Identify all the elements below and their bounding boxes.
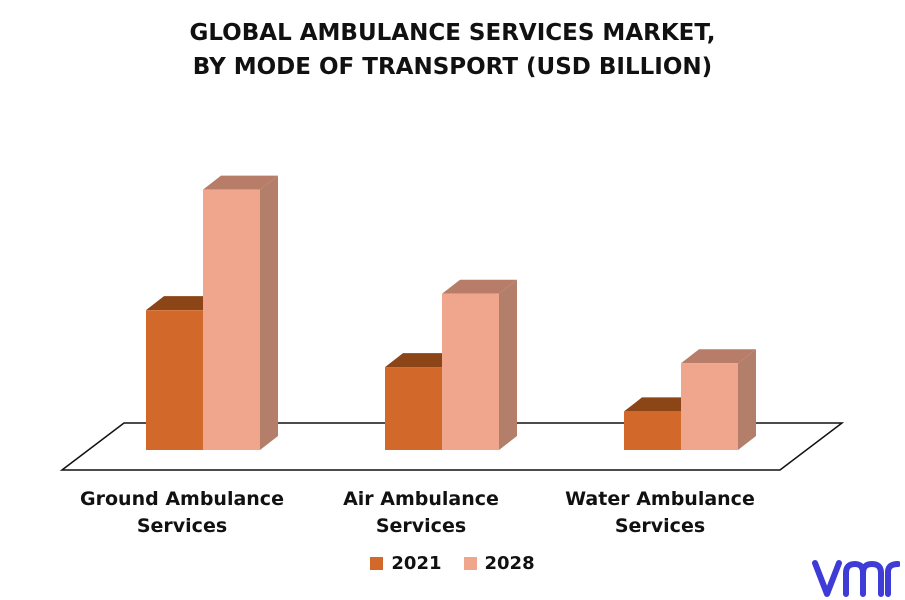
category-label-ground-line-2: Services bbox=[136, 515, 228, 537]
bar-0-2021-top bbox=[146, 296, 221, 311]
legend-swatch-2028 bbox=[463, 557, 477, 570]
chart-title: GLOBAL AMBULANCE SERVICES MARKET, BY MOD… bbox=[0, 16, 905, 84]
category-label-ground-line-1: Ground Ambulance bbox=[80, 488, 284, 510]
category-label-air-line-2: Services bbox=[375, 515, 467, 537]
legend-item-2021: 2021 bbox=[370, 553, 442, 574]
bar-1-2028-side bbox=[499, 279, 517, 450]
bar-0-2028-top bbox=[203, 175, 278, 190]
legend-swatch-2021 bbox=[370, 557, 384, 570]
category-label-water-line-1: Water Ambulance bbox=[565, 488, 755, 510]
legend-label-2028: 2028 bbox=[484, 553, 535, 574]
category-label-air: Air Ambulance Services bbox=[311, 486, 531, 540]
bar-1-2028 bbox=[442, 279, 517, 450]
legend-item-2028: 2028 bbox=[463, 553, 535, 574]
bar-1-2028-front bbox=[442, 293, 499, 450]
category-label-air-line-1: Air Ambulance bbox=[343, 488, 499, 510]
bar-0-2028 bbox=[203, 175, 278, 450]
chart-legend: 2021 2028 bbox=[0, 553, 905, 574]
bar-1-2021-top bbox=[385, 353, 460, 368]
bar-2-2028-front bbox=[681, 363, 738, 450]
bar-0-2028-front bbox=[203, 189, 260, 450]
chart-title-line-1: GLOBAL AMBULANCE SERVICES MARKET, bbox=[189, 20, 716, 46]
category-label-water-line-2: Services bbox=[614, 515, 706, 537]
chart-title-line-2: BY MODE OF TRANSPORT (USD BILLION) bbox=[192, 54, 713, 80]
category-label-water: Water Ambulance Services bbox=[550, 486, 770, 540]
bar-1-2021-front bbox=[385, 367, 442, 450]
bar-2-2028 bbox=[681, 349, 756, 450]
bar-1-2028-top bbox=[442, 279, 517, 294]
vmr-logo bbox=[812, 560, 900, 597]
bar-2-2021-front bbox=[624, 411, 681, 450]
bar-2-2021-top bbox=[624, 397, 699, 412]
bar-2-2028-side bbox=[738, 349, 756, 450]
legend-label-2021: 2021 bbox=[391, 553, 442, 574]
bar-0-2028-side bbox=[260, 175, 278, 450]
bars-layer bbox=[146, 175, 756, 450]
category-label-ground: Ground Ambulance Services bbox=[72, 486, 292, 540]
bar-0-2021-front bbox=[146, 310, 203, 450]
bar-2-2028-top bbox=[681, 349, 756, 364]
